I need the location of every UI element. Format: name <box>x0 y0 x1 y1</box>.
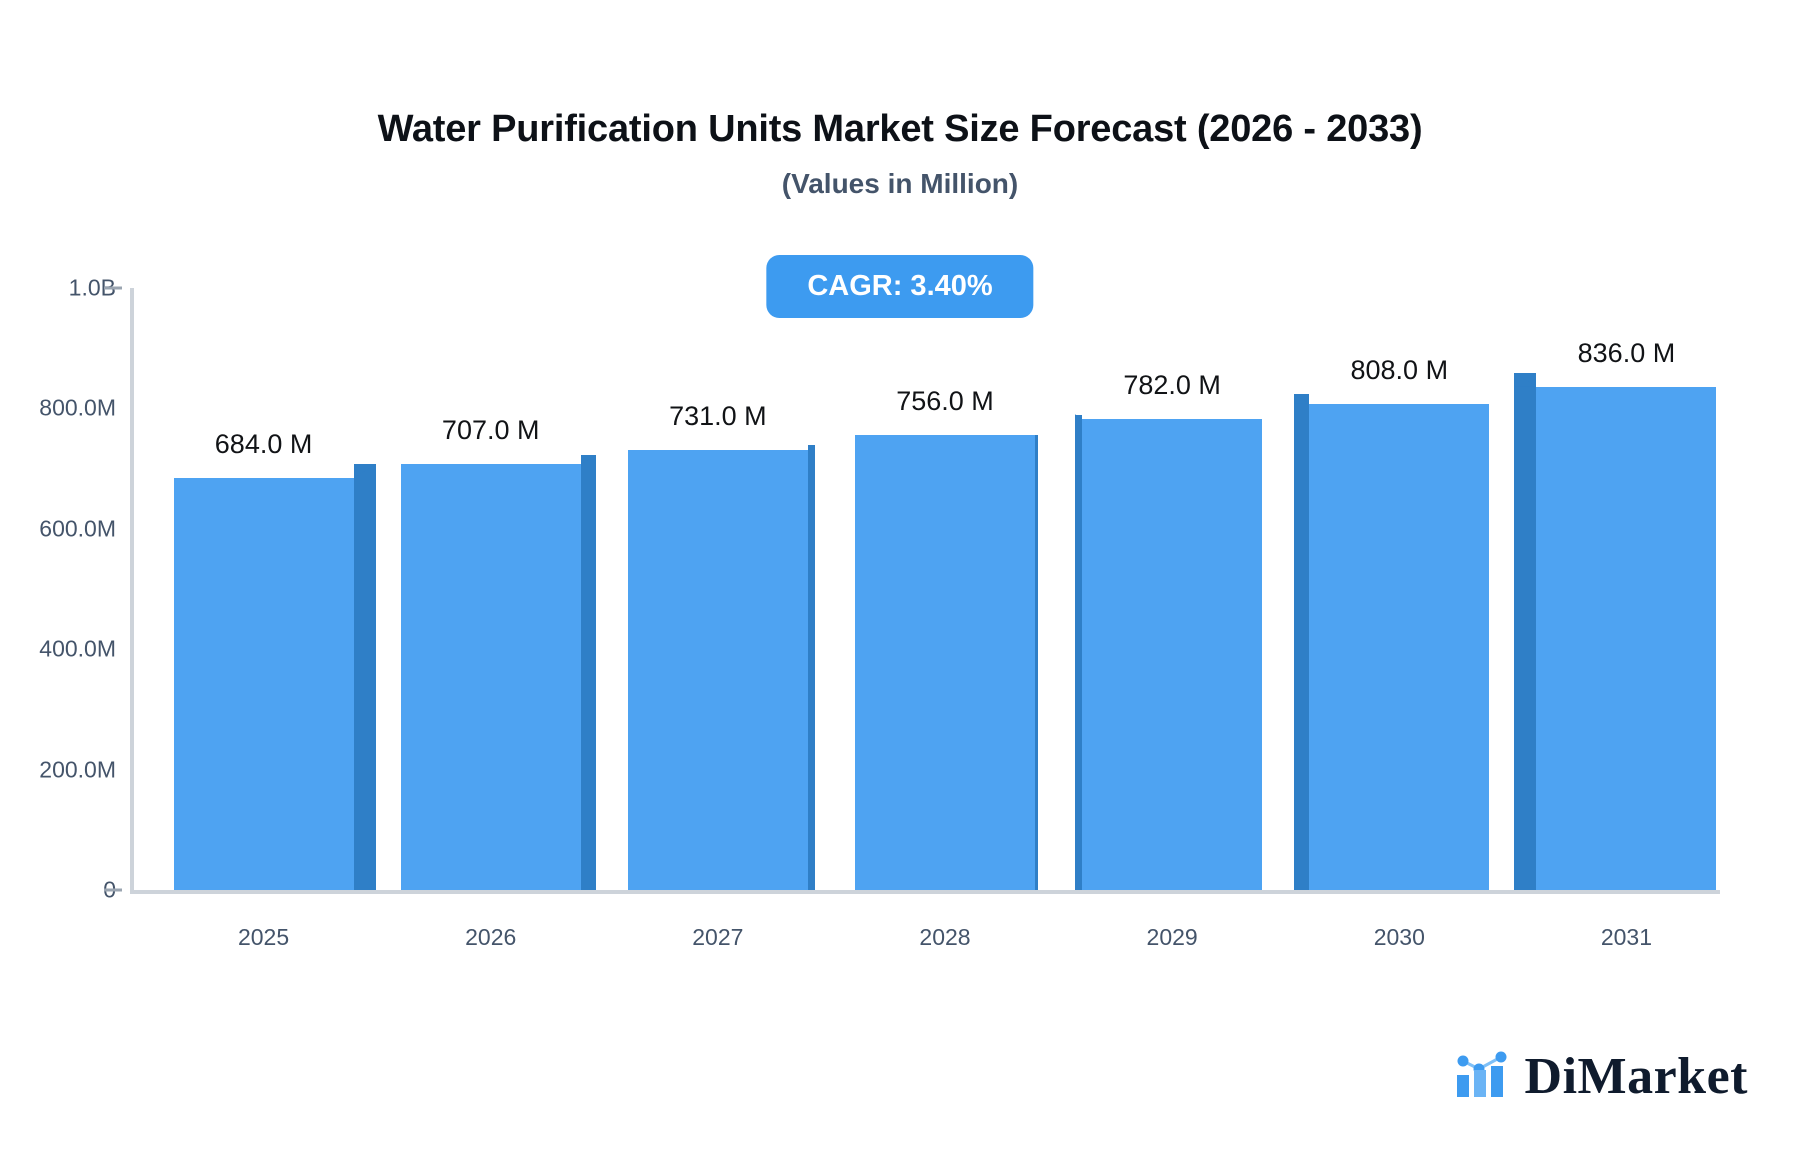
bar-side-panel <box>1514 372 1537 890</box>
dimarket-logo: DiMarket <box>1455 1049 1748 1104</box>
bar-side-panel <box>353 464 376 890</box>
x-axis-tick-label: 2030 <box>1373 924 1425 950</box>
y-axis-tick-label: 400.0M <box>39 635 116 662</box>
x-axis-tick-label: 2026 <box>465 924 517 950</box>
bar-2031[interactable]: 836.0 M 2031 <box>1514 338 1717 950</box>
bar-value-label: 684.0 M <box>214 429 313 460</box>
bar-top-bevel <box>1075 414 1083 420</box>
x-axis-tick-label: 2025 <box>237 924 290 950</box>
y-axis-line <box>130 288 134 890</box>
x-axis-tick-label: 2028 <box>919 924 971 950</box>
y-axis-tick-label: 200.0M <box>39 756 116 783</box>
y-axis-tick-mark <box>104 286 122 290</box>
bar-2030[interactable]: 808.0 M 2030 <box>1294 355 1490 950</box>
bar-value-label: 782.0 M <box>1123 370 1221 401</box>
x-axis-tick-label: 2027 <box>692 924 744 950</box>
bar-side-panel <box>1294 394 1310 890</box>
bar-value-label: 808.0 M <box>1350 354 1449 385</box>
bar-side-panel <box>1035 434 1038 890</box>
chart-subtitle: (Values in Million) <box>781 168 1019 199</box>
bar-value-label: 731.0 M <box>669 400 767 431</box>
bar-face <box>1082 419 1263 890</box>
x-axis-line <box>130 890 1720 894</box>
y-axis-tick-label: 800.0M <box>39 394 116 421</box>
bar-side-panel <box>807 445 815 890</box>
bar-top-bevel <box>1294 394 1310 404</box>
y-axis-tick-mark <box>104 888 122 892</box>
bar-face <box>173 478 354 890</box>
bar-2029[interactable]: 782.0 M 2029 <box>1075 370 1263 950</box>
bar-value-label: 707.0 M <box>441 415 540 446</box>
bar-side-panel <box>1075 414 1083 890</box>
chart-title: Water Purification Units Market Size For… <box>377 108 1423 150</box>
bar-value-label: 836.0 M <box>1577 337 1676 368</box>
bar-chart-logo-icon <box>1455 1049 1511 1104</box>
bar-2027[interactable]: 731.0 M 2027 <box>627 401 815 950</box>
bar-top-bevel <box>580 455 596 465</box>
bar-face <box>400 464 581 890</box>
y-axis-tick-label: 600.0M <box>39 515 116 542</box>
bar-face <box>1536 386 1717 890</box>
bar-face <box>627 449 808 890</box>
cagr-badge: CAGR: 3.40% <box>766 255 1034 318</box>
bar-face <box>855 434 1035 890</box>
x-axis-tick-label: 2029 <box>1146 924 1198 950</box>
bar-2026[interactable]: 707.0 M 2026 <box>400 415 596 950</box>
bar-2025[interactable]: 684.0 M 2025 <box>173 429 376 950</box>
bar-face <box>1309 403 1490 890</box>
logo-wordmark: DiMarket <box>1524 1047 1748 1105</box>
bar-2028[interactable]: 756.0 M 2028 <box>855 386 1038 950</box>
x-axis-tick-label: 2031 <box>1600 924 1653 950</box>
bar-side-panel <box>580 455 596 890</box>
bar-value-label: 756.0 M <box>896 385 994 416</box>
bar-top-bevel <box>807 444 815 450</box>
